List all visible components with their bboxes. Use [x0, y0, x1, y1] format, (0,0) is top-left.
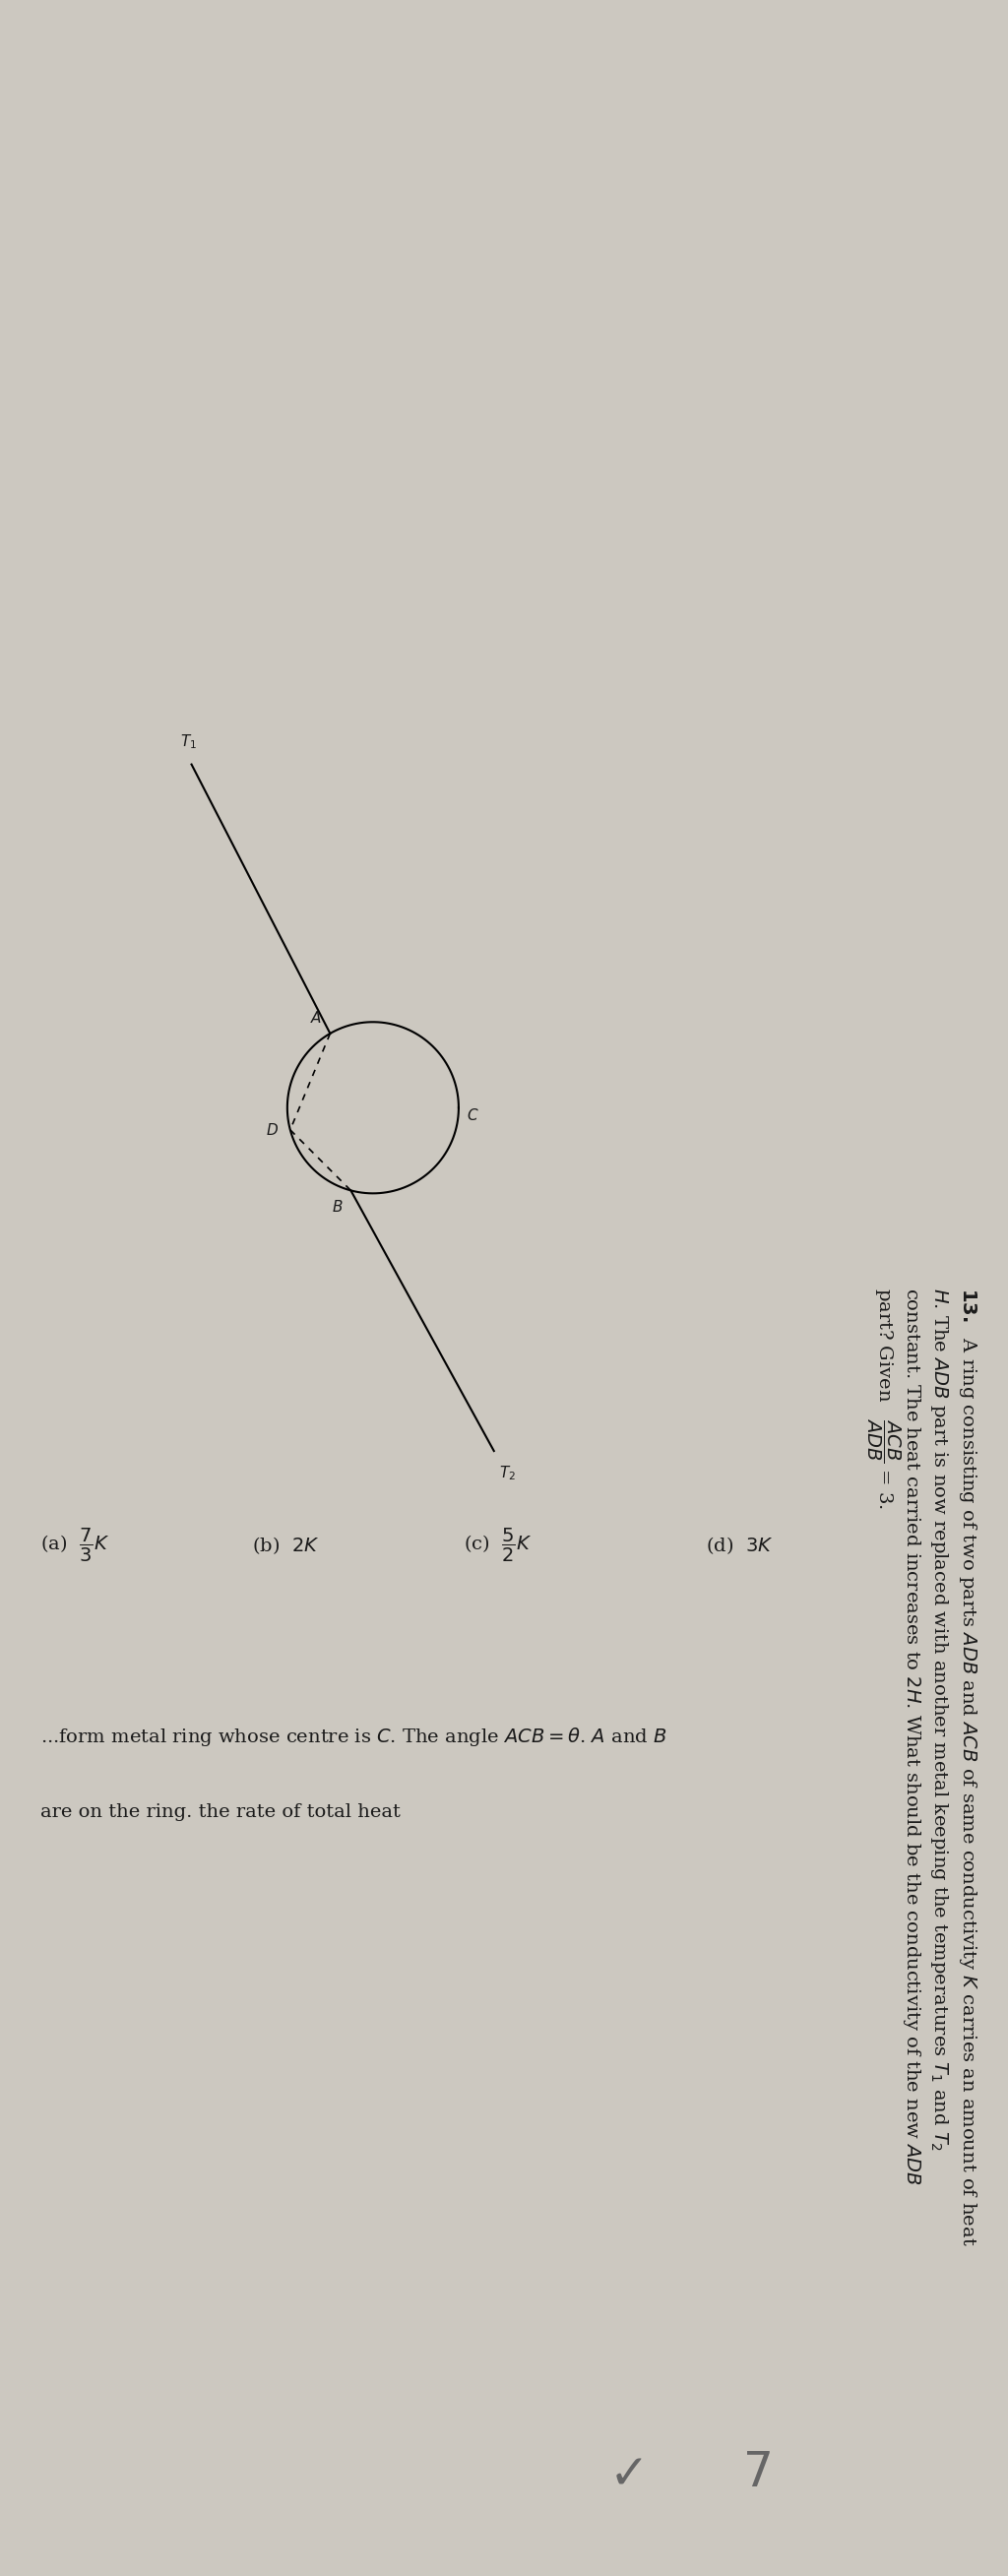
- Text: (d)  $3K$: (d) $3K$: [706, 1535, 773, 1556]
- Text: ...form metal ring whose centre is $C$. The angle $ACB = \theta$. $A$ and $B$: ...form metal ring whose centre is $C$. …: [40, 1726, 667, 1749]
- Text: $D$: $D$: [265, 1123, 278, 1139]
- Text: are on the ring. the rate of total heat: are on the ring. the rate of total heat: [40, 1803, 400, 1821]
- Text: $C$: $C$: [467, 1108, 479, 1123]
- Text: part? Given   $\dfrac{ACB}{ADB}$ = 3.: part? Given $\dfrac{ACB}{ADB}$ = 3.: [864, 1288, 902, 1510]
- Text: $T_1$: $T_1$: [179, 734, 197, 752]
- Text: $A$: $A$: [310, 1010, 323, 1025]
- Text: (a)  $\dfrac{7}{3}K$: (a) $\dfrac{7}{3}K$: [40, 1528, 110, 1564]
- Text: $B$: $B$: [332, 1198, 343, 1213]
- Text: $7$: $7$: [742, 2450, 770, 2496]
- Text: $H$. The $ADB$ part is now replaced with another metal keeping the temperatures : $H$. The $ADB$ part is now replaced with…: [928, 1288, 951, 2151]
- Text: (c)  $\dfrac{5}{2}K$: (c) $\dfrac{5}{2}K$: [464, 1528, 532, 1564]
- Text: constant. The heat carried increases to $2H$. What should be the conductivity of: constant. The heat carried increases to …: [900, 1288, 922, 2187]
- Text: $\checkmark$: $\checkmark$: [608, 2450, 642, 2496]
- Text: $T_2$: $T_2$: [499, 1463, 516, 1481]
- Text: (b)  $2K$: (b) $2K$: [252, 1535, 320, 1556]
- Text: $\bf{13.}$  A ring consisting of two parts $ADB$ and $ACB$ of same conductivity : $\bf{13.}$ A ring consisting of two part…: [957, 1288, 979, 2246]
